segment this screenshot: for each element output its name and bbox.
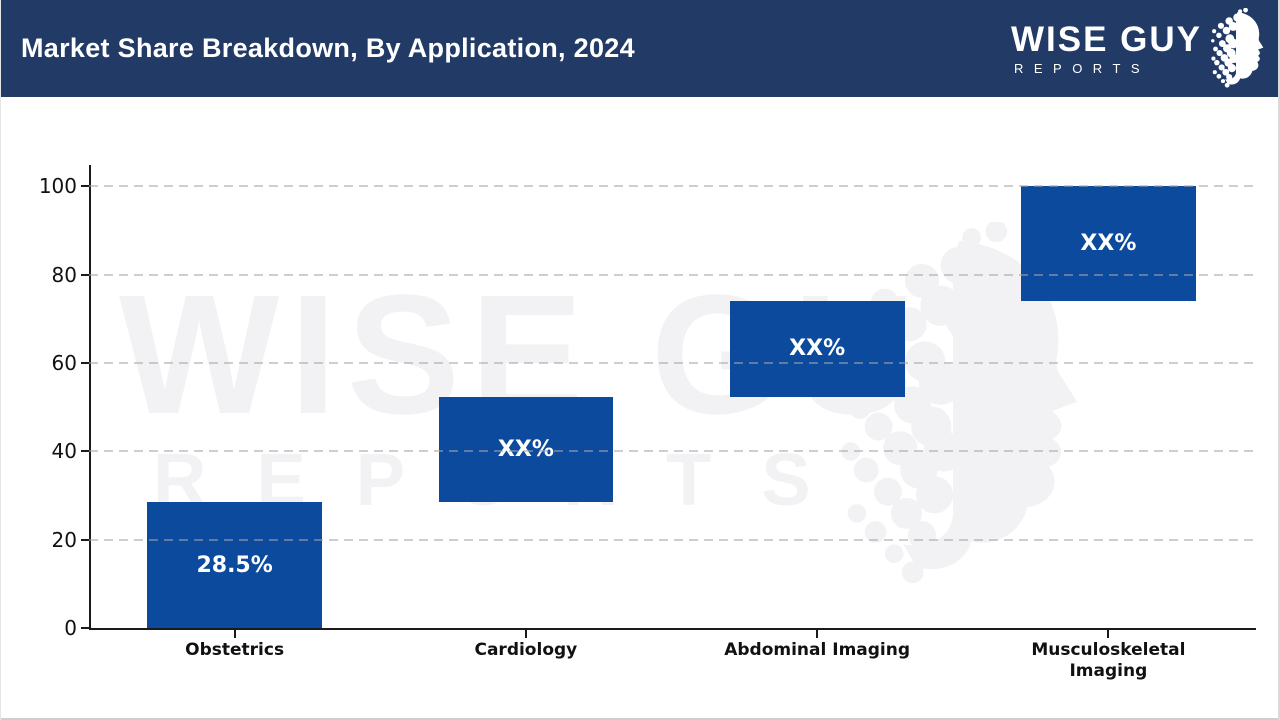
y-gridline-60 (89, 361, 1254, 364)
page-bottom-divider (1, 718, 1278, 720)
y-gridline-80 (89, 273, 1254, 276)
x-axis-label-1: Cardiology (474, 640, 578, 660)
brand-logo: WISE GUY REPORTS (1011, 8, 1268, 90)
bar-value-label: 28.5% (196, 552, 273, 578)
x-tick-3 (1107, 630, 1110, 638)
bar-value-label: XX% (789, 336, 846, 362)
x-axis-label-2: Abdominal Imaging (724, 640, 911, 660)
x-axis-label-3: Musculoskeletal Imaging (1031, 640, 1186, 681)
header-banner: Market Share Breakdown, By Application, … (1, 0, 1278, 97)
bar-obstetrics: 28.5% (147, 502, 322, 628)
y-axis-label-100: 100 (38, 174, 77, 199)
y-tick-40 (81, 450, 89, 453)
bar-abdominal-imaging: XX% (729, 301, 905, 397)
brand-subtext: REPORTS (1013, 60, 1151, 76)
y-axis-label-80: 80 (51, 262, 77, 287)
x-tick-2 (816, 630, 819, 638)
y-gridline-40 (89, 450, 1254, 453)
plot-area (89, 165, 1256, 630)
x-tick-0 (233, 630, 236, 638)
y-axis-label-60: 60 (51, 350, 77, 375)
brand-wordmark: WISE GUY (1010, 19, 1202, 59)
y-axis-label-0: 0 (64, 616, 77, 640)
brand-head-icon (1204, 8, 1268, 90)
x-axis-label-0: Obstetrics (185, 640, 285, 660)
y-tick-80 (81, 273, 89, 276)
x-tick-1 (524, 630, 527, 638)
y-gridline-20 (89, 538, 1254, 541)
brand-wordmark-block: WISE GUY REPORTS (1011, 22, 1202, 76)
y-tick-0 (81, 627, 89, 629)
y-gridline-100 (89, 185, 1254, 188)
y-tick-100 (81, 185, 89, 188)
bar-musculoskeletal-imaging: XX% (1021, 186, 1196, 302)
bar-cardiology: XX% (438, 396, 614, 503)
bar-value-label: XX% (1080, 231, 1137, 257)
y-tick-20 (81, 538, 89, 541)
y-axis-label-40: 40 (51, 439, 77, 464)
bar-value-label: XX% (497, 437, 554, 462)
y-axis-label-20: 20 (51, 527, 77, 552)
y-tick-60 (81, 361, 89, 364)
page-title: Market Share Breakdown, By Application, … (21, 33, 635, 63)
